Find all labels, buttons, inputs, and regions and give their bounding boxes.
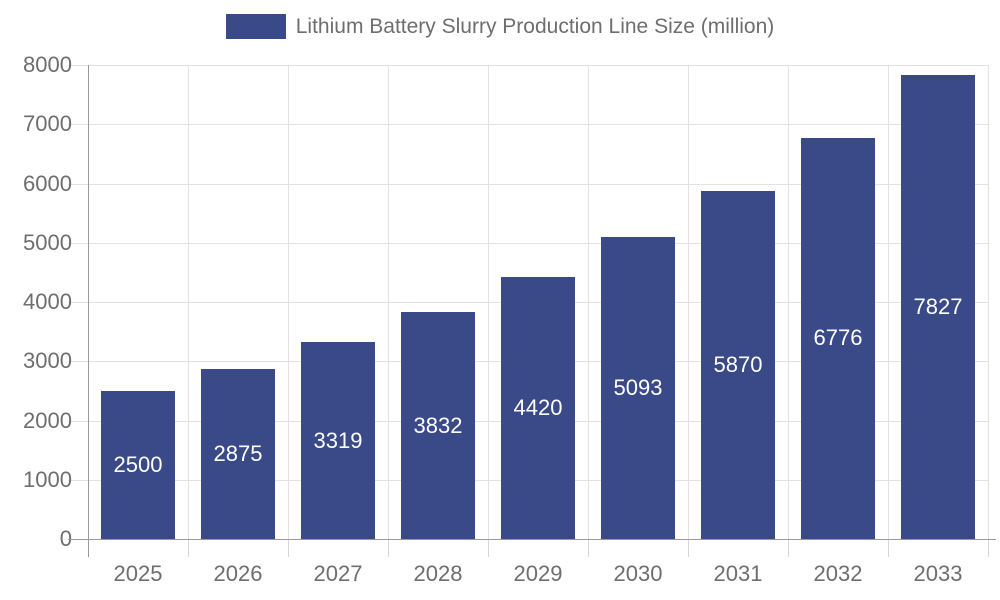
x-axis-label: 2032 [813, 561, 863, 586]
y-axis-label: 7000 [23, 111, 72, 136]
y-gridline [88, 124, 988, 125]
y-axis-tick [68, 361, 88, 362]
bar: 2500 [101, 390, 175, 539]
x-axis-label: 2028 [413, 561, 463, 586]
bar-value-label: 3319 [313, 427, 363, 453]
bar: 3319 [301, 342, 375, 539]
legend[interactable]: Lithium Battery Slurry Production Line S… [0, 14, 1000, 39]
x-axis-label: 2027 [313, 561, 363, 586]
bar: 3832 [401, 312, 475, 539]
x-axis-tick [188, 539, 189, 557]
x-axis-tick [988, 539, 989, 557]
x-axis-label: 2025 [113, 561, 163, 586]
x-gridline [588, 65, 589, 539]
bar-value-label: 2875 [213, 440, 263, 466]
x-axis-label: 2031 [713, 561, 763, 586]
y-axis-tick [68, 65, 88, 66]
bar-value-label: 6776 [813, 325, 863, 351]
y-axis-tick [68, 124, 88, 125]
y-gridline [88, 184, 988, 185]
bar: 5093 [601, 237, 675, 539]
y-gridline [88, 243, 988, 244]
y-axis-label: 8000 [23, 52, 72, 77]
y-axis-tick [68, 480, 88, 481]
bar-value-label: 5093 [613, 375, 663, 401]
y-axis-label: 4000 [23, 289, 72, 314]
x-axis-label: 2030 [613, 561, 663, 586]
y-axis-label: 3000 [23, 348, 72, 373]
bar: 5870 [701, 191, 775, 539]
x-axis-tick [888, 539, 889, 557]
bar-value-label: 3832 [413, 412, 463, 438]
bar: 6776 [801, 137, 875, 539]
bar-value-label: 4420 [513, 394, 563, 420]
x-axis-tick [588, 539, 589, 557]
bar-value-label: 2500 [113, 451, 163, 477]
y-axis-line [88, 65, 89, 557]
x-gridline [988, 65, 989, 539]
x-gridline [488, 65, 489, 539]
legend-swatch [225, 14, 286, 39]
x-gridline [288, 65, 289, 539]
x-axis-tick [288, 539, 289, 557]
x-gridline [688, 65, 689, 539]
x-axis-label: 2029 [513, 561, 563, 586]
bar: 2875 [201, 368, 275, 539]
x-axis-tick [488, 539, 489, 557]
bar: 7827 [901, 75, 975, 539]
y-axis-tick [68, 184, 88, 185]
y-axis-tick [68, 302, 88, 303]
x-axis-tick [788, 539, 789, 557]
y-axis-label: 2000 [23, 408, 72, 433]
y-axis-tick [68, 421, 88, 422]
x-axis-tick [388, 539, 389, 557]
x-gridline [388, 65, 389, 539]
y-axis-label: 0 [59, 526, 72, 551]
x-axis-label: 2026 [213, 561, 263, 586]
legend-label: Lithium Battery Slurry Production Line S… [295, 15, 775, 38]
bar: 4420 [501, 277, 575, 539]
x-axis-tick [688, 539, 689, 557]
y-axis-label: 5000 [23, 230, 72, 255]
bar-value-label: 7827 [913, 294, 963, 320]
x-axis-line [68, 539, 996, 540]
x-axis-label: 2033 [913, 561, 963, 586]
y-axis-tick [68, 243, 88, 244]
x-gridline [788, 65, 789, 539]
y-axis-label: 6000 [23, 171, 72, 196]
x-gridline [888, 65, 889, 539]
bar-value-label: 5870 [713, 352, 763, 378]
x-gridline [188, 65, 189, 539]
y-axis-label: 1000 [23, 467, 72, 492]
y-gridline [88, 65, 988, 66]
